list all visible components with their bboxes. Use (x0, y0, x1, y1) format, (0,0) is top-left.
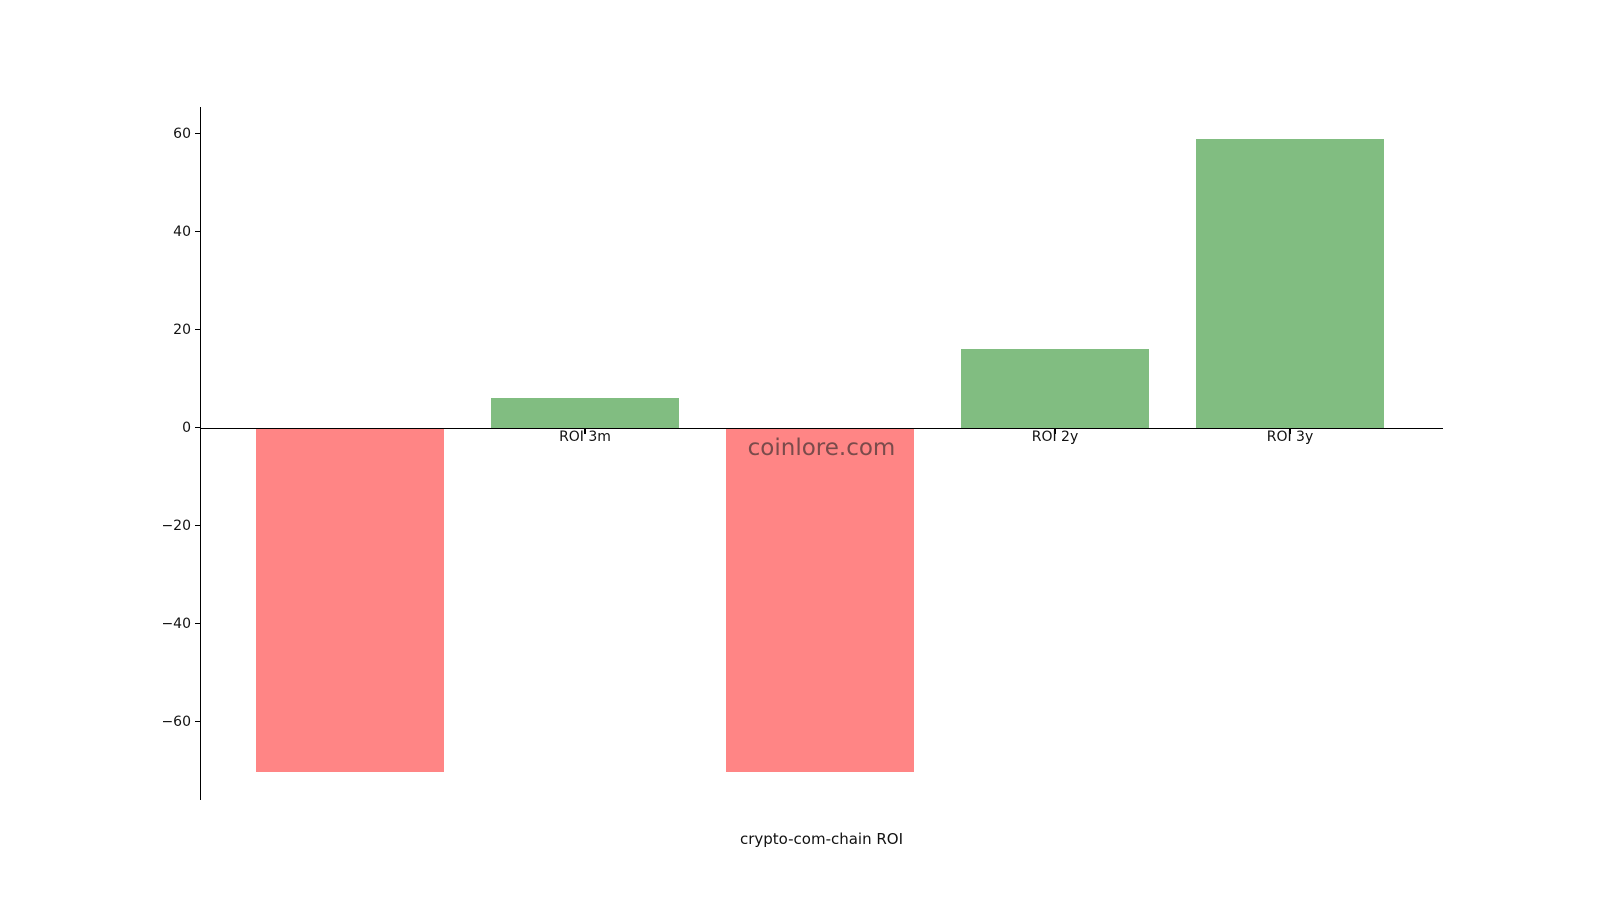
y-tick-label: 20 (173, 321, 191, 338)
y-tick-mark (195, 231, 200, 233)
y-tick-mark (195, 623, 200, 625)
y-tick-label: −20 (161, 517, 191, 534)
x-tick-label-3: ROI 2y (1031, 429, 1079, 446)
bar-3-roi-2y (961, 349, 1149, 428)
y-axis-spine (199, 107, 201, 800)
y-tick-mark (195, 721, 200, 723)
y-tick-label: 0 (182, 419, 191, 436)
y-tick-label: 40 (173, 223, 191, 240)
chart-title: crypto-com-chain ROI (739, 830, 904, 848)
y-tick-label: −60 (161, 713, 191, 730)
y-tick-mark (195, 329, 200, 331)
y-tick-label: −40 (161, 615, 191, 632)
y-tick-label: 60 (173, 125, 191, 142)
coinlore-watermark: coinlore.com (747, 435, 896, 461)
x-tick-mark (1289, 429, 1291, 434)
x-tick-mark (1054, 429, 1056, 434)
bar-0 (256, 429, 444, 773)
x-tick-mark (584, 429, 586, 434)
y-tick-mark (195, 133, 200, 135)
y-tick-mark (195, 427, 200, 429)
x-tick-label-4: ROI 3y (1266, 429, 1314, 446)
y-tick-mark (195, 525, 200, 527)
x-axis-line (199, 427, 1443, 430)
bar-2 (726, 429, 914, 773)
x-tick-label-1: ROI 3m (559, 429, 611, 446)
bar-1-roi-3m (491, 398, 679, 428)
bar-4-roi-3y (1196, 138, 1384, 428)
